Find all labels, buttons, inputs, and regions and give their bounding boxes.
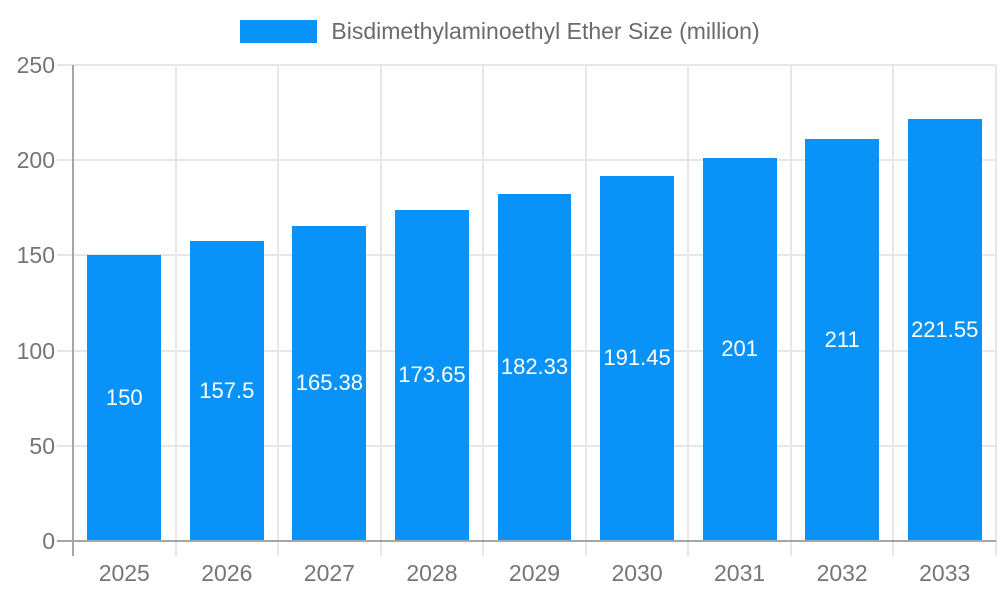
legend-item[interactable]: Bisdimethylaminoethyl Ether Size (millio… xyxy=(0,18,1000,44)
bar-value-label: 182.33 xyxy=(500,353,569,379)
y-tick-label: 50 xyxy=(29,432,55,459)
y-axis-line xyxy=(72,65,74,556)
x-tick-label: 2032 xyxy=(816,560,868,586)
v-gridline xyxy=(174,65,177,556)
v-gridline xyxy=(482,65,485,556)
x-tick-label: 2027 xyxy=(303,560,355,586)
x-tick-label: 2029 xyxy=(508,560,561,586)
bar[interactable]: 150 xyxy=(87,255,162,540)
h-gridline xyxy=(57,64,996,66)
bar-value-label: 165.38 xyxy=(295,370,364,396)
y-tick-label: 150 xyxy=(16,242,55,269)
bar-value-label: 150 xyxy=(105,384,143,410)
y-tick-label: 100 xyxy=(16,337,55,364)
x-tick-label: 2028 xyxy=(406,560,458,586)
legend-swatch xyxy=(240,19,318,43)
bar-value-label: 173.65 xyxy=(398,362,466,388)
bar[interactable]: 211 xyxy=(805,139,880,540)
bar-value-label: 221.55 xyxy=(911,316,979,342)
v-gridline xyxy=(995,65,997,556)
bar-value-label: 157.5 xyxy=(199,377,255,403)
v-gridline xyxy=(277,65,280,556)
h-gridline xyxy=(57,159,996,162)
bar[interactable]: 165.38 xyxy=(292,226,367,540)
x-axis-line xyxy=(57,540,996,542)
x-tick-label: 2025 xyxy=(98,560,150,586)
x-tick-label: 2033 xyxy=(919,560,971,586)
v-gridline xyxy=(687,65,690,556)
x-tick-label: 2026 xyxy=(201,560,253,586)
x-tick-label: 2030 xyxy=(611,560,663,586)
y-tick-label: 0 xyxy=(42,528,55,554)
v-gridline xyxy=(892,65,895,556)
y-tick-label: 250 xyxy=(16,52,55,78)
bar[interactable]: 191.45 xyxy=(600,176,674,540)
v-gridline xyxy=(379,65,382,556)
bar[interactable]: 201 xyxy=(702,158,777,540)
bar[interactable]: 221.55 xyxy=(907,119,982,540)
bar[interactable]: 173.65 xyxy=(395,210,469,540)
v-gridline xyxy=(789,65,792,556)
bar-value-label: 191.45 xyxy=(603,345,671,371)
bar[interactable]: 182.33 xyxy=(497,193,572,540)
legend-label: Bisdimethylaminoethyl Ether Size (millio… xyxy=(331,18,760,44)
x-tick-label: 2031 xyxy=(714,560,766,586)
bar[interactable]: 157.5 xyxy=(189,241,264,540)
v-gridline xyxy=(584,65,587,556)
bar-value-label: 201 xyxy=(721,336,758,362)
bar-value-label: 211 xyxy=(824,326,860,352)
y-tick-label: 200 xyxy=(16,147,55,174)
